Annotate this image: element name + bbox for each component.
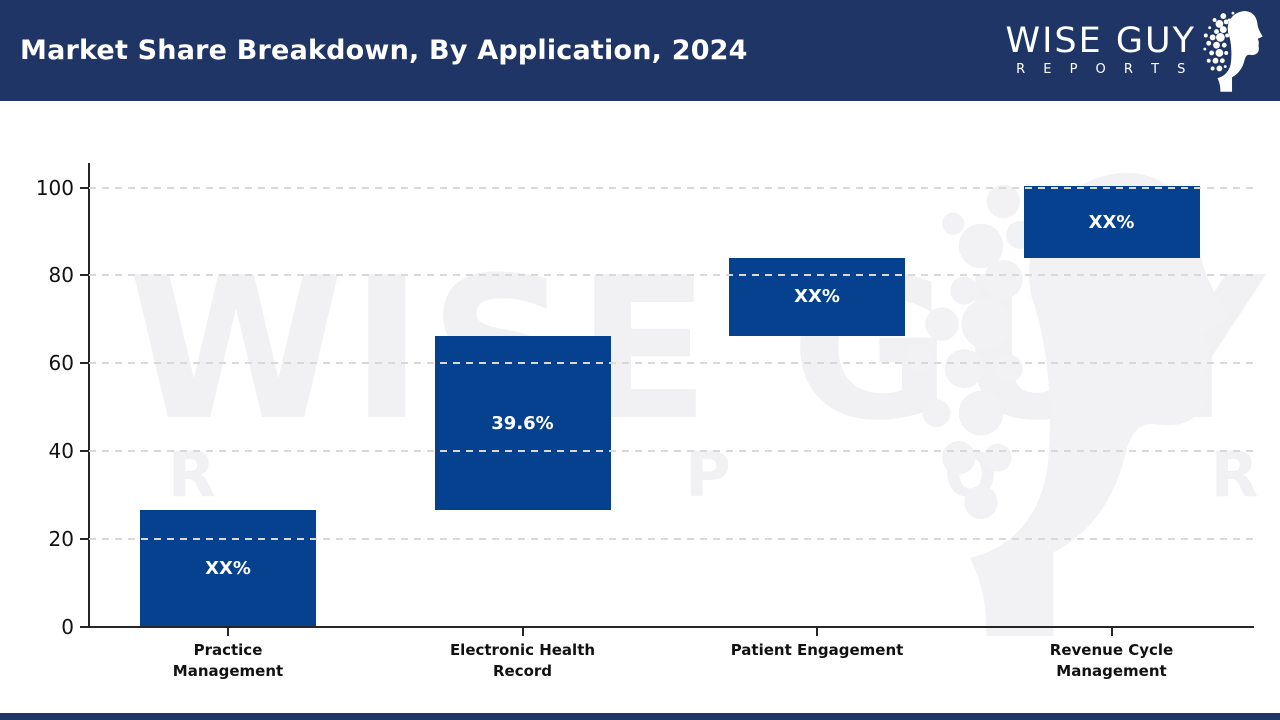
bar-value-label: XX%: [1088, 211, 1135, 233]
y-axis-tick: [80, 626, 88, 628]
bar-value-label: XX%: [794, 286, 840, 308]
gridline: [89, 362, 1254, 365]
header-bar: Market Share Breakdown, By Application, …: [0, 0, 1280, 101]
y-axis-tick: [80, 538, 88, 541]
y-axis-tick: [80, 362, 88, 365]
brand-subtitle: R E P O R T S: [1016, 62, 1193, 77]
x-category-label: Practice Management: [172, 641, 284, 680]
page-title: Market Share Breakdown, By Application, …: [20, 35, 748, 66]
x-axis-tick: [1110, 628, 1113, 636]
x-axis-line: [87, 626, 1254, 628]
footer-bar: [0, 713, 1280, 720]
y-axis-tick: [80, 450, 88, 453]
y-axis-tick: [80, 186, 88, 189]
x-axis-tick: [521, 628, 524, 636]
bar-segment: XX%: [729, 257, 905, 337]
y-axis-tick-label: 60: [48, 351, 74, 376]
gridline: [89, 186, 1254, 189]
bar-segment: 39.6%: [434, 336, 611, 511]
brand-logo: WISE GUY R E P O R T S: [1005, 10, 1266, 92]
bar-segment: XX%: [1023, 186, 1200, 258]
x-axis-tick: [227, 628, 229, 636]
brand-logo-text: WISE GUY R E P O R T S: [1005, 23, 1196, 78]
y-axis-tick: [80, 274, 88, 277]
x-category-label: Electronic Health Record: [449, 641, 596, 680]
y-axis-tick-label: 0: [61, 615, 74, 639]
bar-segment: XX%: [140, 510, 316, 627]
bar-value-label: XX%: [205, 558, 251, 580]
x-axis-tick: [816, 628, 818, 636]
y-axis-tick-label: 20: [48, 527, 74, 552]
y-axis-line: [88, 163, 90, 628]
gridline: [89, 450, 1254, 453]
y-axis-tick-label: 100: [35, 175, 74, 200]
watermark-head-icon: [905, 172, 1229, 636]
y-axis-tick-label: 80: [48, 263, 74, 288]
gridline: [89, 274, 1254, 277]
head-profile-logo-icon: [1203, 10, 1263, 92]
brand-name: WISE GUY: [1005, 21, 1196, 61]
x-category-label: Patient Engagement: [730, 641, 904, 659]
x-category-label: Revenue Cycle Management: [1049, 641, 1174, 680]
y-axis-tick-label: 40: [48, 439, 74, 464]
bar-value-label: 39.6%: [491, 412, 554, 434]
gridline: [89, 538, 1254, 541]
